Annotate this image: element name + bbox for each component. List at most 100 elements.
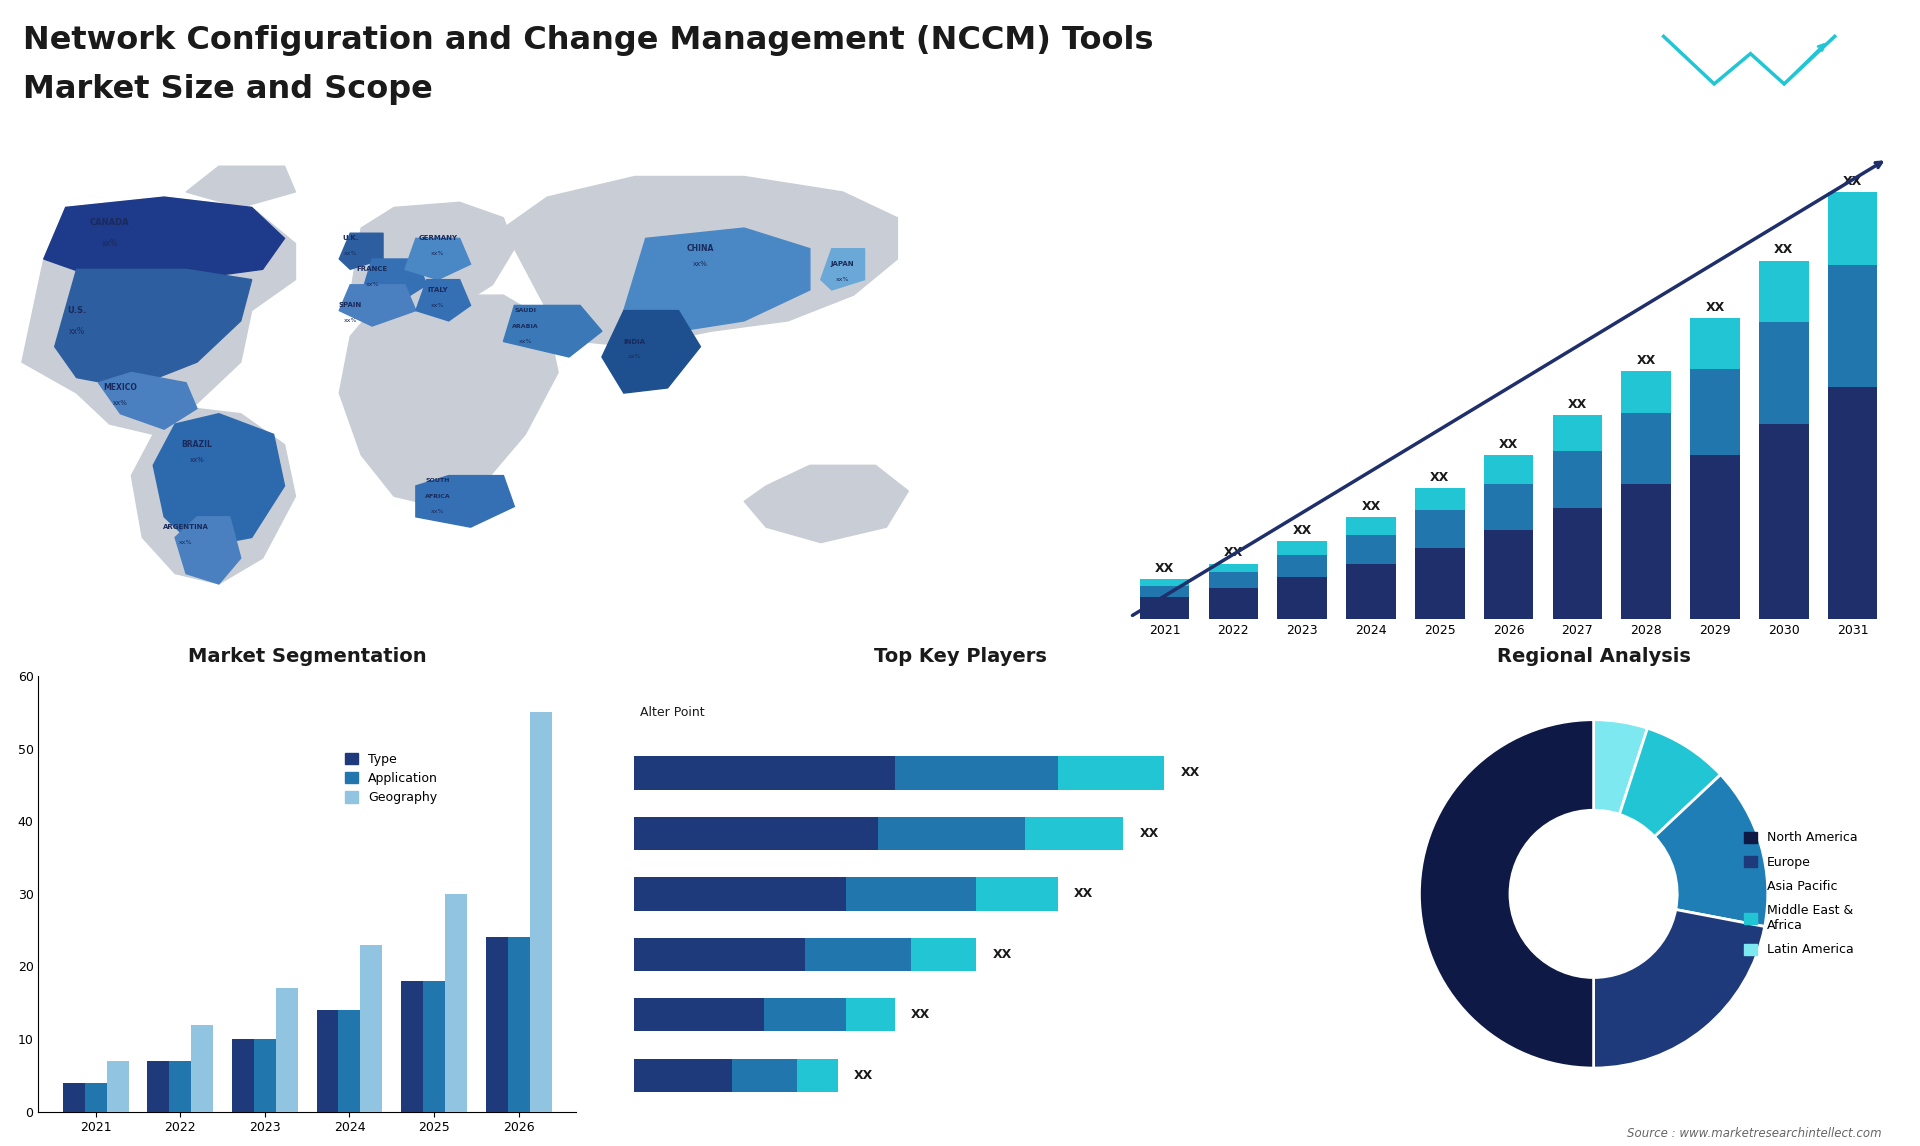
Wedge shape bbox=[1655, 775, 1768, 926]
Title: Top Key Players: Top Key Players bbox=[874, 647, 1046, 666]
Bar bbox=[1620, 484, 1670, 619]
Text: XX: XX bbox=[1140, 827, 1160, 840]
Text: RESEARCH: RESEARCH bbox=[1745, 112, 1797, 121]
Text: XX: XX bbox=[1075, 887, 1094, 901]
Text: XX: XX bbox=[1361, 500, 1380, 512]
Bar bbox=[1759, 260, 1809, 322]
Bar bbox=[1208, 588, 1258, 619]
Text: MEXICO: MEXICO bbox=[104, 384, 138, 392]
Bar bbox=[1058, 756, 1164, 790]
Bar bbox=[634, 756, 895, 790]
Bar bbox=[1140, 597, 1188, 619]
Title: Market Segmentation: Market Segmentation bbox=[188, 647, 426, 666]
Polygon shape bbox=[745, 465, 908, 542]
Bar bbox=[845, 998, 895, 1031]
Bar bbox=[732, 1059, 797, 1092]
Text: EMC: EMC bbox=[639, 948, 668, 960]
Text: AFRICA: AFRICA bbox=[424, 494, 451, 499]
Text: XX: XX bbox=[1500, 438, 1519, 450]
Text: XX: XX bbox=[1843, 174, 1862, 188]
Text: XX: XX bbox=[1430, 471, 1450, 484]
Text: xx%: xx% bbox=[628, 354, 641, 360]
Text: xx%: xx% bbox=[344, 251, 357, 257]
Title: Regional Analysis: Regional Analysis bbox=[1498, 647, 1690, 666]
Bar bbox=[1690, 369, 1740, 455]
Legend: Type, Application, Geography: Type, Application, Geography bbox=[340, 747, 444, 809]
Bar bbox=[1759, 424, 1809, 619]
Bar bbox=[1277, 576, 1327, 619]
Text: ARABIA: ARABIA bbox=[513, 323, 540, 329]
Text: XX: XX bbox=[1705, 300, 1724, 314]
Bar bbox=[1208, 564, 1258, 572]
Text: HP: HP bbox=[639, 1008, 657, 1021]
Text: FRANCE: FRANCE bbox=[357, 266, 388, 273]
Bar bbox=[895, 756, 1058, 790]
Bar bbox=[879, 817, 1025, 850]
Bar bbox=[1025, 817, 1123, 850]
Bar bbox=[361, 944, 382, 1112]
Bar bbox=[977, 877, 1058, 911]
Wedge shape bbox=[1619, 728, 1720, 837]
Polygon shape bbox=[154, 414, 284, 548]
Text: xx%: xx% bbox=[430, 509, 445, 515]
Bar bbox=[1346, 535, 1396, 564]
Bar bbox=[276, 988, 298, 1112]
Text: xx%: xx% bbox=[430, 251, 445, 257]
Bar bbox=[1690, 319, 1740, 369]
Text: CHINA: CHINA bbox=[687, 244, 714, 253]
Text: xx%: xx% bbox=[693, 261, 708, 267]
Bar bbox=[1620, 371, 1670, 414]
Polygon shape bbox=[349, 202, 515, 315]
Bar bbox=[1553, 415, 1601, 450]
Bar bbox=[1208, 572, 1258, 588]
Bar bbox=[1484, 484, 1534, 531]
Text: Network Configuration and Change Management (NCCM) Tools: Network Configuration and Change Managem… bbox=[23, 25, 1154, 56]
Polygon shape bbox=[54, 269, 252, 387]
Bar bbox=[634, 817, 879, 850]
Text: xx%: xx% bbox=[835, 277, 849, 282]
Text: xx%: xx% bbox=[69, 327, 84, 336]
Text: ARGENTINA: ARGENTINA bbox=[163, 524, 209, 531]
Bar bbox=[1415, 548, 1465, 619]
Text: xx%: xx% bbox=[430, 303, 445, 308]
Text: SPAIN: SPAIN bbox=[338, 303, 361, 308]
Bar bbox=[634, 877, 845, 911]
Bar bbox=[634, 937, 804, 971]
Bar bbox=[63, 1083, 84, 1112]
Polygon shape bbox=[503, 176, 897, 346]
Bar bbox=[1346, 517, 1396, 535]
Bar bbox=[1346, 564, 1396, 619]
Bar bbox=[1553, 509, 1601, 619]
Bar bbox=[486, 937, 507, 1112]
Bar bbox=[1620, 414, 1670, 484]
Bar bbox=[253, 1039, 276, 1112]
Polygon shape bbox=[603, 311, 701, 393]
Text: XX: XX bbox=[1774, 243, 1793, 257]
Polygon shape bbox=[822, 249, 864, 290]
Text: xx%: xx% bbox=[113, 400, 129, 407]
Text: Market Size and Scope: Market Size and Scope bbox=[23, 74, 432, 105]
Bar bbox=[192, 1025, 213, 1112]
Bar bbox=[84, 1083, 108, 1112]
Text: JAPAN: JAPAN bbox=[831, 261, 854, 267]
Polygon shape bbox=[340, 284, 417, 325]
Polygon shape bbox=[175, 517, 240, 583]
Bar bbox=[1140, 579, 1188, 586]
Bar bbox=[169, 1061, 192, 1112]
Bar bbox=[317, 1010, 338, 1112]
Text: xx%: xx% bbox=[190, 457, 204, 463]
Text: XX: XX bbox=[1223, 547, 1242, 559]
Text: MARKET: MARKET bbox=[1749, 96, 1793, 105]
Text: xx%: xx% bbox=[344, 319, 357, 323]
Text: XX: XX bbox=[1181, 767, 1200, 779]
Text: INDIA: INDIA bbox=[624, 338, 645, 345]
Polygon shape bbox=[361, 259, 426, 305]
Text: XX: XX bbox=[1569, 398, 1588, 411]
Bar bbox=[1277, 555, 1327, 576]
Text: ITALY: ITALY bbox=[428, 286, 447, 293]
Polygon shape bbox=[624, 228, 810, 331]
Bar bbox=[1484, 531, 1534, 619]
Bar bbox=[797, 1059, 837, 1092]
Legend: North America, Europe, Asia Pacific, Middle East &
Africa, Latin America: North America, Europe, Asia Pacific, Mid… bbox=[1740, 826, 1862, 961]
Bar bbox=[108, 1061, 129, 1112]
